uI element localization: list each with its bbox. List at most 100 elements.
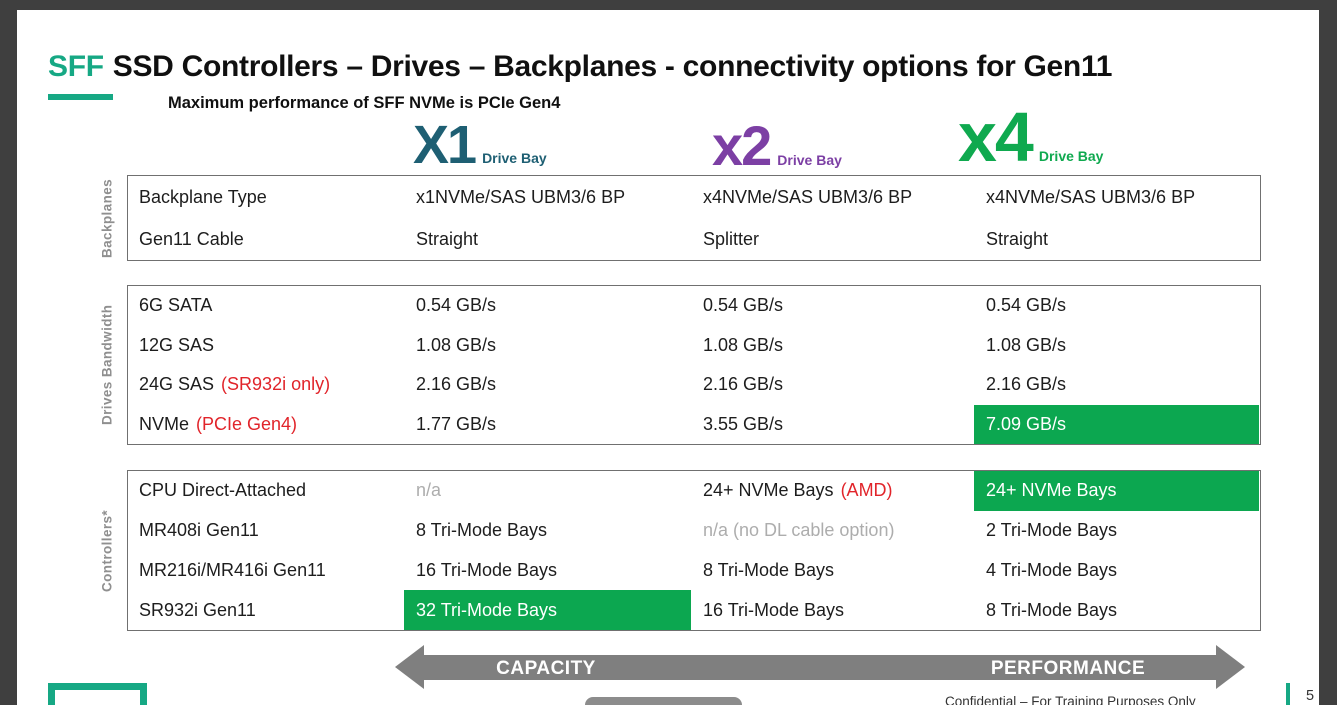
cell-value: 8 Tri-Mode Bays (416, 520, 548, 541)
cell-x1: 16 Tri-Mode Bays (404, 551, 691, 591)
capacity-performance-arrow: CAPACITY PERFORMANCE (395, 645, 1245, 690)
row-label: MR216i/MR416i Gen11 (139, 559, 326, 580)
row-label: MR408i Gen11 (139, 520, 259, 541)
slide-title-highlight: SFF (48, 50, 104, 83)
slide-title-rest: SSD Controllers – Drives – Backplanes - … (112, 50, 1113, 83)
section-label-backplanes: Backplanes (99, 178, 115, 258)
row-label-cell: NVMe (PCIe Gen4) (128, 405, 404, 445)
cell-x2: 1.08 GB/s (691, 326, 974, 366)
cell-x4: 2.16 GB/s (974, 365, 1259, 405)
cell-x4-highlighted: 7.09 GB/s (974, 404, 1259, 444)
table-row: 6G SATA 0.54 GB/s 0.54 GB/s 0.54 GB/s (128, 286, 1260, 326)
page-number: 5 (1306, 688, 1315, 704)
row-label: 6G SATA (139, 295, 213, 316)
column-header-x1: X1 Drive Bay (413, 118, 547, 172)
arrow-left-head-icon (395, 645, 424, 689)
cell-x1: 0.54 GB/s (404, 286, 691, 326)
row-label: 24G SAS (139, 374, 215, 395)
cell-value: 1.08 GB/s (703, 334, 784, 355)
row-label-cell: MR216i/MR416i Gen11 (128, 551, 404, 591)
table-row: CPU Direct-Attached n/a 24+ NVMe Bays (AM… (128, 471, 1260, 511)
row-label-note: (SR932i only) (221, 374, 331, 395)
cell-x1-highlighted: 32 Tri-Mode Bays (404, 590, 691, 630)
row-label-cell: 6G SATA (128, 286, 404, 326)
column-header-x4: x4 Drive Bay (958, 102, 1103, 172)
cell-note: (AMD) (840, 480, 893, 501)
table-row: SR932i Gen11 32 Tri-Mode Bays 16 Tri-Mod… (128, 590, 1260, 630)
cell-x4: 8 Tri-Mode Bays (974, 590, 1259, 630)
cell-value: n/a (416, 480, 442, 501)
cell-value: 1.08 GB/s (416, 334, 497, 355)
cell-x4: Straight (974, 218, 1259, 260)
hpe-logo (48, 683, 147, 705)
cell-x2: 3.55 GB/s (691, 405, 974, 445)
cell-x1: 1.08 GB/s (404, 326, 691, 366)
arrow-bar (421, 655, 1219, 680)
cell-value: 24+ NVMe Bays (986, 480, 1117, 501)
column-header-x2-big: x2 (712, 114, 772, 177)
cell-x2: 8 Tri-Mode Bays (691, 551, 974, 591)
cell-value: 4 Tri-Mode Bays (986, 559, 1118, 580)
cell-x4: 2 Tri-Mode Bays (974, 511, 1259, 551)
column-header-x4-small: Drive Bay (1038, 148, 1104, 164)
cell-value: Straight (416, 228, 479, 249)
slide-subtitle: Maximum performance of SFF NVMe is PCIe … (168, 94, 561, 112)
cell-value: x1NVMe/SAS UBM3/6 BP (416, 186, 626, 207)
cell-value: 2 Tri-Mode Bays (986, 520, 1118, 541)
column-header-x2: x2 Drive Bay (712, 118, 842, 174)
cell-value: Splitter (703, 228, 760, 249)
cell-x1: 1.77 GB/s (404, 405, 691, 445)
performance-label: PERFORMANCE (990, 658, 1146, 679)
drives-bandwidth-table: 6G SATA 0.54 GB/s 0.54 GB/s 0.54 GB/s 12… (127, 285, 1261, 445)
window-frame-left (0, 0, 17, 705)
backplanes-table: Backplane Type x1NVMe/SAS UBM3/6 BP x4NV… (127, 175, 1261, 261)
row-label: Gen11 Cable (139, 228, 244, 249)
section-label-drives-bandwidth: Drives Bandwidth (99, 304, 115, 426)
window-frame-right (1319, 0, 1337, 705)
cell-x2: 0.54 GB/s (691, 286, 974, 326)
cell-value: 24+ NVMe Bays (703, 480, 834, 501)
cell-value: 2.16 GB/s (416, 374, 497, 395)
column-header-x1-big: X1 (413, 115, 477, 175)
cell-x2: 24+ NVMe Bays (AMD) (691, 471, 974, 511)
slide: SFF SSD Controllers – Drives – Backplanes… (17, 10, 1319, 705)
cell-x1: 2.16 GB/s (404, 365, 691, 405)
cell-x1-na: n/a (404, 471, 691, 511)
row-label: Backplane Type (139, 186, 267, 207)
table-row: MR408i Gen11 8 Tri-Mode Bays n/a (no DL … (128, 511, 1260, 551)
cell-value: 2.16 GB/s (703, 374, 784, 395)
cell-x4-highlighted: 24+ NVMe Bays (974, 471, 1259, 511)
cell-value: 3.55 GB/s (703, 413, 784, 434)
row-label-cell: SR932i Gen11 (128, 590, 404, 630)
table-row: 12G SAS 1.08 GB/s 1.08 GB/s 1.08 GB/s (128, 326, 1260, 366)
row-label: NVMe (139, 413, 190, 434)
cell-x2: 16 Tri-Mode Bays (691, 590, 974, 630)
footer-divider-bar (1286, 683, 1290, 705)
cell-value: n/a (no DL cable option) (703, 520, 895, 541)
arrow-right-head-icon (1216, 645, 1245, 689)
row-label-cell: CPU Direct-Attached (128, 471, 404, 511)
cell-value: 8 Tri-Mode Bays (986, 599, 1118, 620)
row-label-cell: 24G SAS (SR932i only) (128, 365, 404, 405)
capacity-label: CAPACITY (496, 658, 596, 679)
cell-x2: 2.16 GB/s (691, 365, 974, 405)
cell-value: 2.16 GB/s (986, 374, 1067, 395)
controllers-table: CPU Direct-Attached n/a 24+ NVMe Bays (AM… (127, 470, 1261, 631)
column-header-x4-big: x4 (958, 98, 1034, 176)
cell-value: 8 Tri-Mode Bays (703, 559, 835, 580)
cell-value: 0.54 GB/s (703, 295, 784, 316)
cell-value: x4NVMe/SAS UBM3/6 BP (986, 186, 1196, 207)
cell-x1: Straight (404, 218, 691, 260)
slide-title: SFF SSD Controllers – Drives – Backplanes… (48, 50, 1112, 84)
gray-tab-shape (585, 697, 742, 705)
table-row: Gen11 Cable Straight Splitter Straight (128, 218, 1260, 260)
cell-x4: 1.08 GB/s (974, 326, 1259, 366)
row-label-cell: MR408i Gen11 (128, 511, 404, 551)
table-row: MR216i/MR416i Gen11 16 Tri-Mode Bays 8 T… (128, 551, 1260, 591)
column-header-x1-small: Drive Bay (482, 150, 547, 166)
cell-value: 0.54 GB/s (986, 295, 1067, 316)
table-row: NVMe (PCIe Gen4) 1.77 GB/s 3.55 GB/s 7.09… (128, 404, 1260, 445)
cell-x1: 8 Tri-Mode Bays (404, 511, 691, 551)
cell-value: x4NVMe/SAS UBM3/6 BP (703, 186, 913, 207)
cell-value: 16 Tri-Mode Bays (416, 559, 558, 580)
